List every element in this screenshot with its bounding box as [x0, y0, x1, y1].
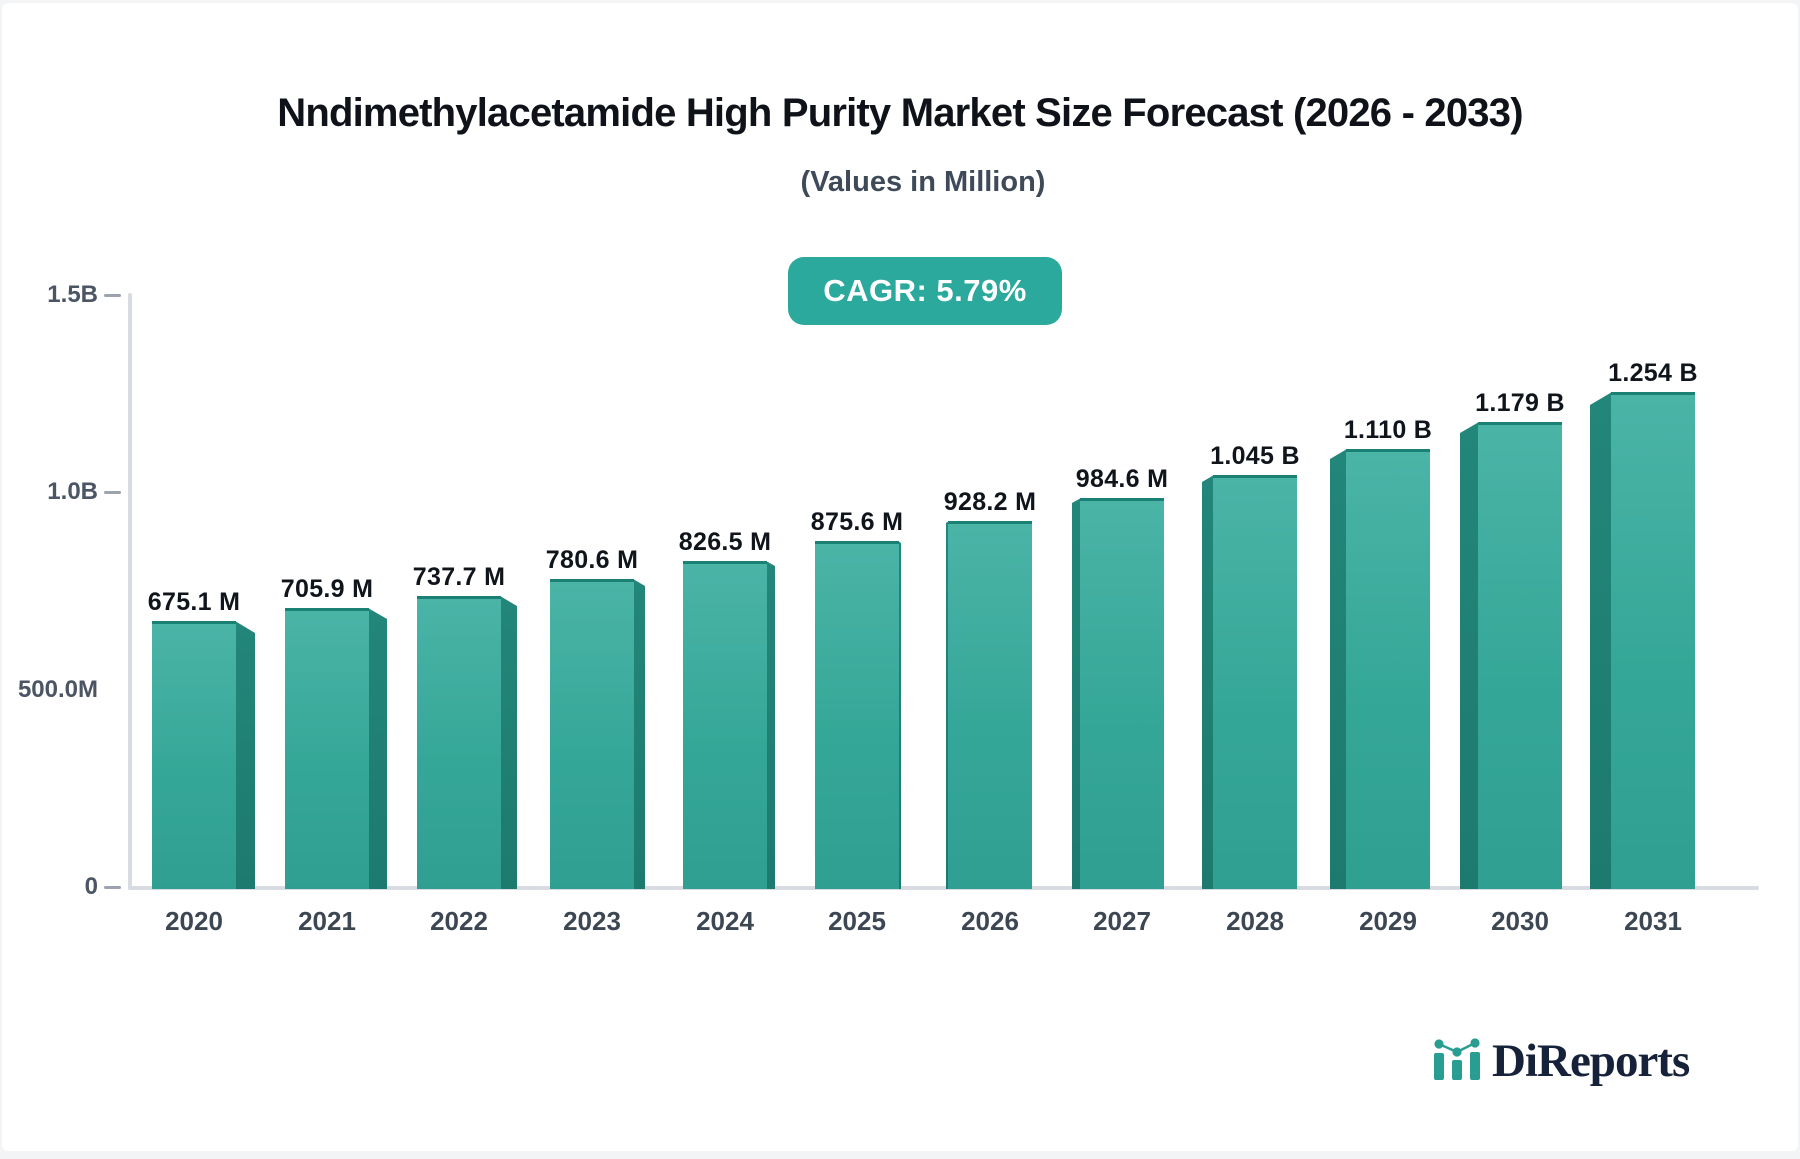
bar-side-face: [946, 521, 949, 889]
bar-side-face: [1590, 392, 1612, 889]
x-axis-label: 2022: [430, 906, 488, 936]
bar-side-face: [235, 621, 255, 889]
bar-side-face: [898, 541, 901, 889]
bar-value-label: 675.1 M: [147, 588, 241, 616]
x-axis-label: 2020: [165, 906, 223, 936]
bar: [550, 579, 634, 889]
x-axis-label: 2023: [563, 906, 621, 936]
y-axis-tick: [104, 491, 121, 494]
bar-value-label: 1.179 B: [1475, 389, 1565, 417]
bar: [1346, 449, 1430, 889]
x-axis-line: [128, 886, 1759, 890]
bar-chart-logo-icon: [1434, 1038, 1480, 1080]
bar: [815, 541, 899, 889]
y-axis-label: 1.0B: [47, 478, 98, 505]
chart-title: Nndimethylacetamide High Purity Market S…: [277, 91, 1523, 135]
y-axis-tick: [104, 886, 121, 889]
x-axis-label: 2025: [828, 906, 886, 936]
bar-side-face: [633, 579, 645, 889]
chart-card: Nndimethylacetamide High Purity Market S…: [2, 3, 1798, 1151]
bar-value-label: 826.5 M: [678, 528, 772, 556]
cagr-badge: CAGR: 5.79%: [788, 257, 1062, 325]
bar-value-label: 705.9 M: [280, 575, 374, 603]
bar-chart-plot-area: 1.5B 1.0B 500.0M 0 675.1 M 2020 705.9 M 2021 737…: [2, 3, 1800, 1159]
bar: [417, 596, 501, 889]
bar-value-label: 928.2 M: [943, 488, 1037, 516]
y-axis-line: [128, 293, 132, 890]
bar-side-face: [766, 561, 775, 889]
bar-value-label: 780.6 M: [545, 546, 639, 574]
bar-side-face: [1202, 475, 1214, 889]
x-axis-label: 2028: [1226, 906, 1284, 936]
chart-subtitle: (Values in Million): [800, 166, 1046, 198]
y-axis-label: 500.0M: [17, 676, 98, 703]
x-axis-label: 2024: [696, 906, 754, 936]
bar-value-label: 984.6 M: [1075, 465, 1169, 493]
direports-logo: DiReports: [1430, 1029, 1690, 1093]
bar-side-face: [1460, 422, 1479, 889]
bar: [152, 621, 236, 889]
bar-value-label: 737.7 M: [412, 563, 506, 591]
bar-value-label: 1.110 B: [1343, 416, 1433, 444]
bar: [1080, 498, 1164, 889]
bar: [285, 608, 369, 889]
bar-value-label: 875.6 M: [810, 508, 904, 536]
bar-side-face: [1330, 449, 1347, 889]
bar: [683, 561, 767, 889]
x-axis-label: 2029: [1359, 906, 1417, 936]
x-axis-label: 2027: [1093, 906, 1151, 936]
x-axis-label: 2021: [298, 906, 356, 936]
bar-value-label: 1.254 B: [1608, 359, 1698, 387]
x-axis-label: 2031: [1624, 906, 1682, 936]
bar-value-label: 1.045 B: [1210, 442, 1300, 470]
bar: [1611, 392, 1695, 889]
bar: [948, 521, 1032, 889]
direports-logo-text: DiReports: [1492, 1035, 1690, 1087]
x-axis-label: 2026: [961, 906, 1019, 936]
bar: [1213, 475, 1297, 889]
y-axis-label: 1.5B: [47, 281, 98, 308]
x-axis-label: 2030: [1491, 906, 1549, 936]
bar: [1478, 422, 1562, 889]
bar-side-face: [1072, 498, 1081, 889]
cagr-badge-label: CAGR: 5.79%: [823, 273, 1027, 308]
bar-side-face: [368, 608, 387, 889]
y-axis-label: 0: [84, 873, 98, 900]
bar-side-face: [500, 596, 517, 889]
y-axis-tick: [104, 294, 121, 297]
